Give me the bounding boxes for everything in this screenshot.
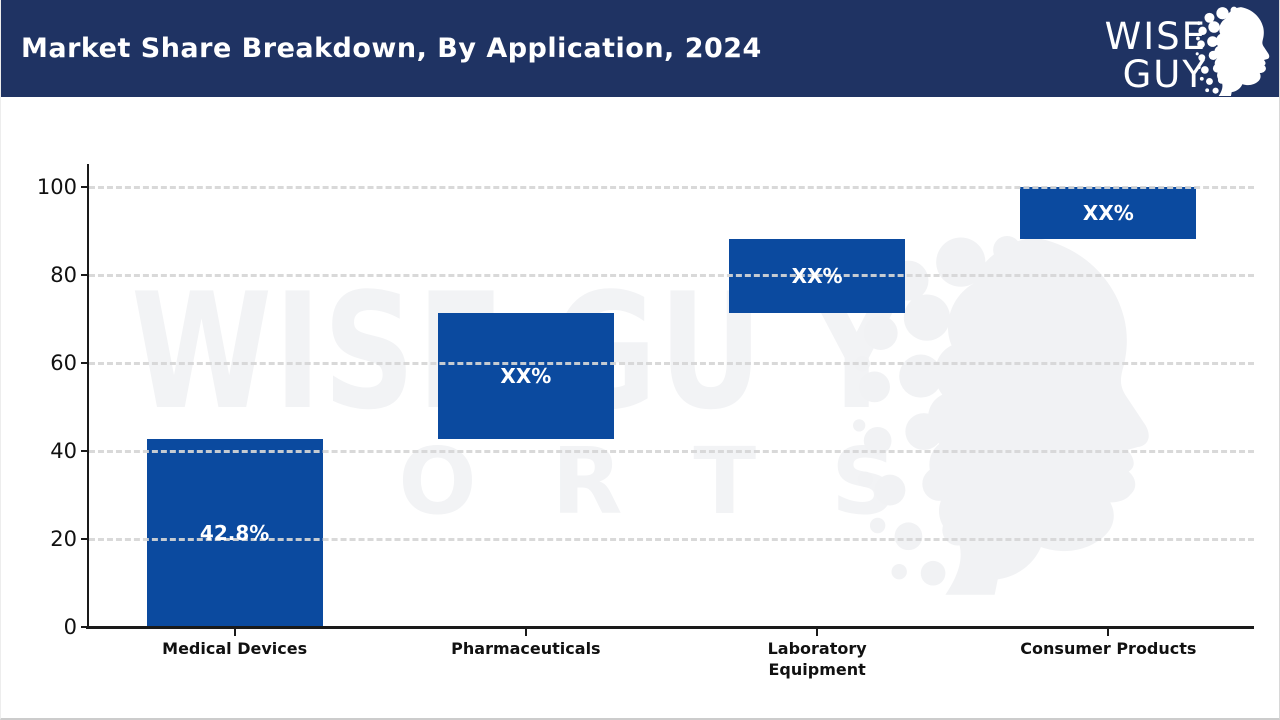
y-axis-tick-label: 60 xyxy=(50,351,77,375)
y-axis-tickmark xyxy=(81,450,89,452)
bar-consumer-products xyxy=(1020,187,1197,239)
y-axis-tick-label: 20 xyxy=(50,527,77,551)
brand-logo: WISE GUY R E P O R T S xyxy=(1031,0,1279,127)
x-axis-label-consumer-products: Consumer Products xyxy=(1020,639,1197,658)
y-axis-tickmark xyxy=(81,538,89,540)
y-axis-tickmark xyxy=(81,274,89,276)
bar-pharmaceuticals xyxy=(437,312,614,439)
x-axis-tickmark xyxy=(1107,629,1110,636)
gridline xyxy=(89,538,1254,541)
x-axis-line xyxy=(86,626,1254,629)
y-axis-tickmark xyxy=(81,186,89,188)
y-axis-tick-label: 40 xyxy=(50,439,77,463)
y-axis-tick-label: 80 xyxy=(50,263,77,287)
bar-value-label: XX% xyxy=(791,263,843,288)
y-axis-tickmark xyxy=(81,626,89,628)
bar-value-label: 42.8% xyxy=(199,520,270,545)
gridline xyxy=(89,186,1254,189)
gridline xyxy=(89,362,1254,365)
brand-head-icon xyxy=(1195,6,1270,96)
bar-value-label: XX% xyxy=(500,363,552,388)
brand-name: WISE GUY xyxy=(1104,15,1207,96)
y-axis-tick-label: 100 xyxy=(36,175,77,199)
gridline xyxy=(89,450,1254,453)
x-axis-label-pharmaceuticals: Pharmaceuticals xyxy=(451,639,601,658)
header-bar: Market Share Breakdown, By Application, … xyxy=(1,0,1279,127)
y-axis-tick-label: 0 xyxy=(63,615,77,639)
bar-value-label: XX% xyxy=(1082,200,1134,225)
brand-subtitle: R E P O R T S xyxy=(1033,97,1205,127)
x-axis-tickmark xyxy=(524,629,527,636)
x-axis-tickmark xyxy=(233,629,236,636)
y-axis-tickmark xyxy=(81,362,89,364)
gridline xyxy=(89,274,1254,277)
x-axis-label-medical-devices: Medical Devices xyxy=(162,639,308,658)
x-axis-label-laboratory-equipment: Laboratory Equipment xyxy=(767,639,867,679)
chart-title: Market Share Breakdown, By Application, … xyxy=(21,33,762,64)
bar-medical-devices xyxy=(146,438,323,627)
y-axis-line xyxy=(87,164,89,629)
x-axis-tickmark xyxy=(816,629,819,636)
brand-wordmark: WISE GUY R E P O R T S xyxy=(1031,15,1207,128)
